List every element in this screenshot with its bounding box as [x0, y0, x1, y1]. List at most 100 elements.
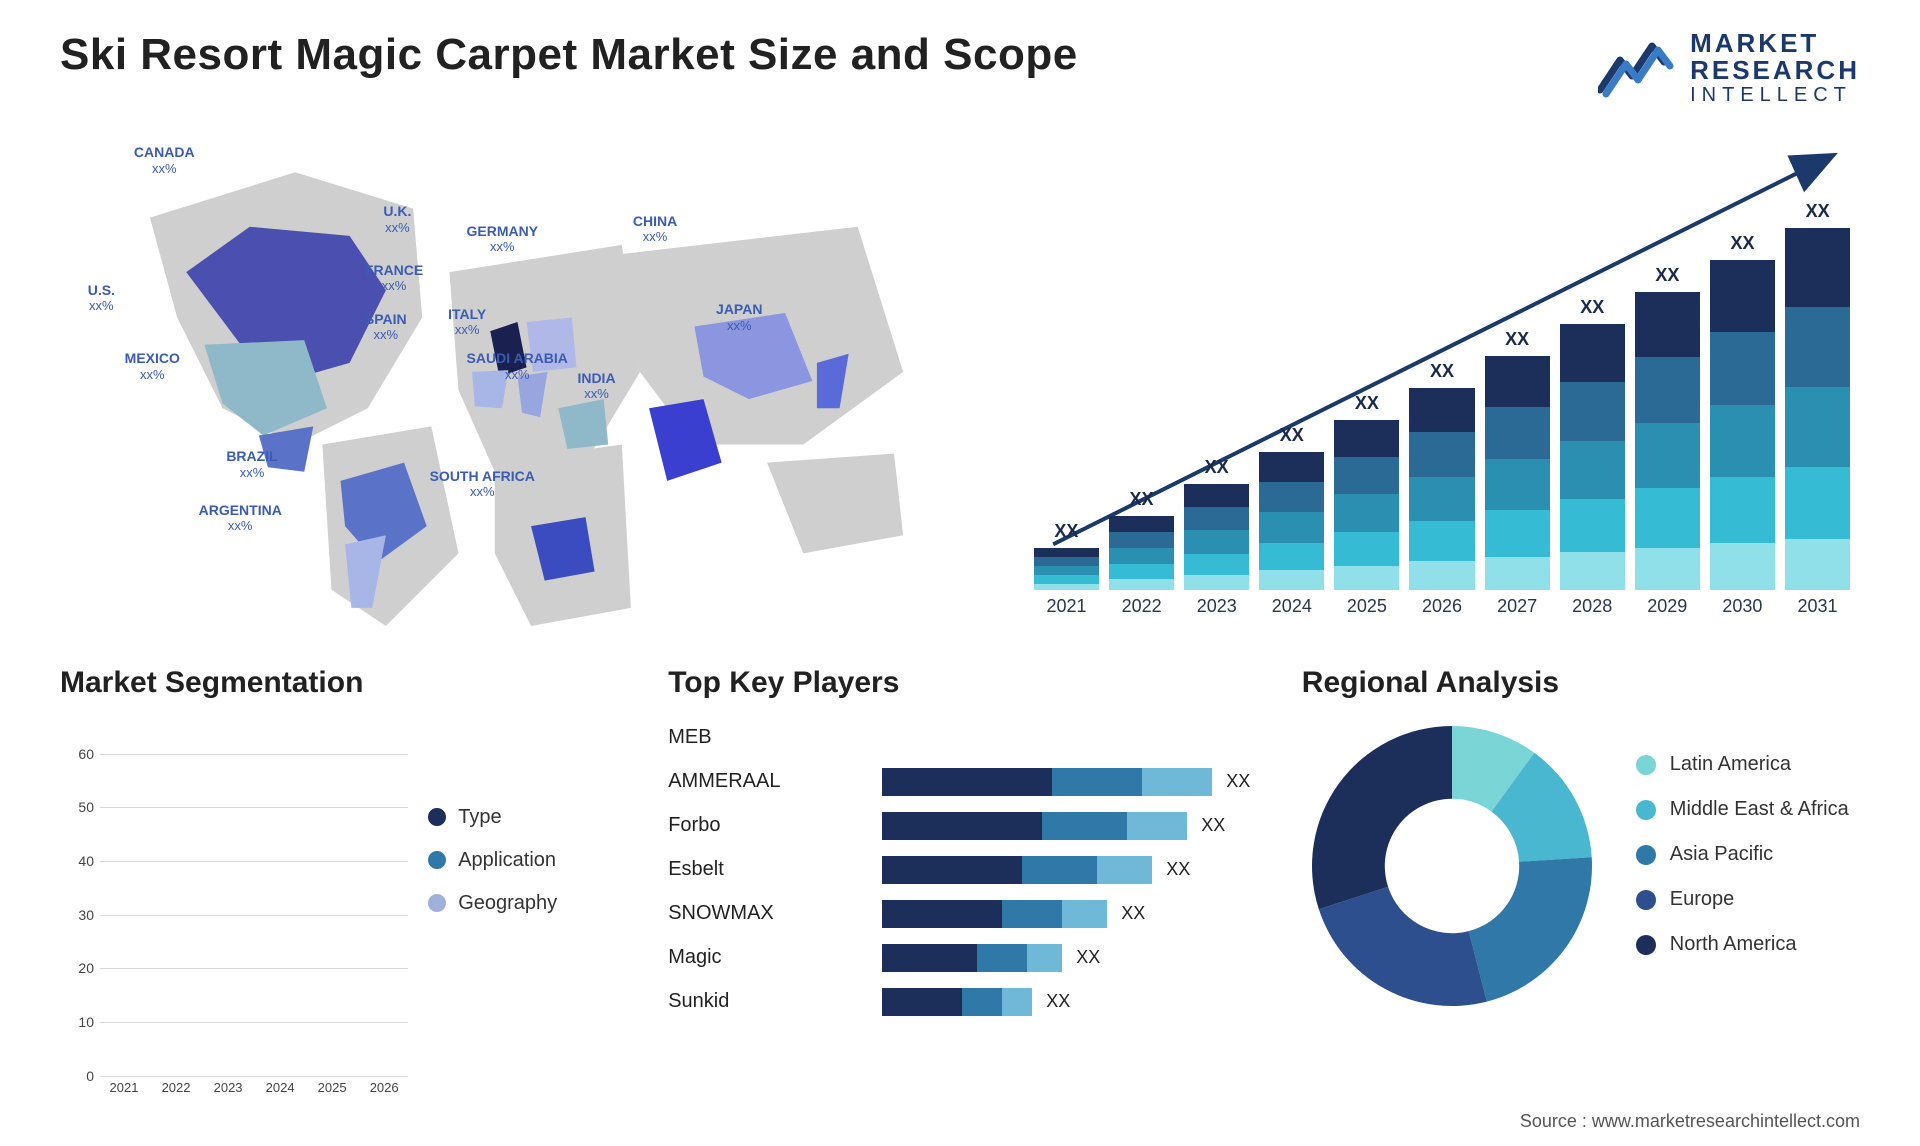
map-label: GERMANYxx%	[467, 224, 539, 255]
growth-bar	[1635, 292, 1700, 590]
seg-year: 2021	[104, 1080, 144, 1106]
growth-bar	[1184, 484, 1249, 590]
seg-legend-item: Type	[428, 806, 618, 829]
growth-bar-label: XX	[1054, 521, 1078, 542]
keyplayer-name: Magic	[668, 936, 858, 980]
growth-bar	[1034, 548, 1099, 590]
seg-ytick: 40	[60, 853, 94, 869]
keyplayer-value: XX	[1076, 947, 1100, 968]
keyplayer-value: XX	[1046, 991, 1070, 1012]
growth-year: 2028	[1560, 596, 1625, 626]
growth-bar-label: XX	[1655, 265, 1679, 286]
growth-bar	[1409, 388, 1474, 590]
growth-bar-label: XX	[1730, 233, 1754, 254]
keyplayer-name: Sunkid	[668, 980, 858, 1024]
growth-year: 2027	[1485, 596, 1550, 626]
keyplayer-name: Esbelt	[668, 848, 858, 892]
logo-line1: MARKET	[1690, 30, 1860, 57]
growth-year: 2022	[1109, 596, 1174, 626]
map-label: CANADAxx%	[134, 145, 195, 176]
growth-bar	[1710, 260, 1775, 590]
map-label: SOUTH AFRICAxx%	[430, 469, 535, 500]
seg-year: 2025	[312, 1080, 352, 1106]
logo-line2: RESEARCH	[1690, 57, 1860, 84]
growth-bar	[1334, 420, 1399, 590]
map-label: FRANCExx%	[365, 263, 423, 294]
map-label: ARGENTINAxx%	[199, 503, 282, 534]
keyplayer-bar: XX	[882, 892, 1252, 936]
keyplayer-value: XX	[1121, 903, 1145, 924]
seg-ytick: 20	[60, 960, 94, 976]
map-label: INDIAxx%	[577, 371, 615, 402]
donut-slice	[1468, 857, 1591, 1001]
seg-legend-item: Geography	[428, 892, 618, 915]
map-label: U.S.xx%	[88, 283, 115, 314]
source-text: Source : www.marketresearchintellect.com	[1520, 1111, 1860, 1132]
keyplayer-bar: XX	[882, 760, 1252, 804]
growth-bar	[1109, 516, 1174, 590]
growth-year: 2029	[1635, 596, 1700, 626]
map-label: BRAZILxx%	[226, 449, 277, 480]
keyplayers-list: MEBAMMERAALForboEsbeltSNOWMAXMagicSunkid	[668, 716, 858, 1024]
map-label: SAUDI ARABIAxx%	[467, 351, 568, 382]
keyplayer-bar: XX	[882, 980, 1252, 1024]
map-label: CHINAxx%	[633, 214, 677, 245]
keyplayer-name: MEB	[668, 716, 858, 760]
growth-bar-label: XX	[1130, 489, 1154, 510]
seg-ytick: 60	[60, 746, 94, 762]
seg-ytick: 30	[60, 907, 94, 923]
seg-year: 2023	[208, 1080, 248, 1106]
growth-year: 2026	[1409, 596, 1474, 626]
seg-year: 2024	[260, 1080, 300, 1106]
map-label: MEXICOxx%	[125, 351, 180, 382]
seg-year: 2026	[364, 1080, 404, 1106]
keyplayers-title: Top Key Players	[668, 666, 1252, 700]
regional-legend-item: Middle East & Africa	[1636, 798, 1860, 821]
logo-line3: INTELLECT	[1690, 85, 1860, 106]
keyplayer-value: XX	[1226, 771, 1250, 792]
seg-year: 2022	[156, 1080, 196, 1106]
map-label: ITALYxx%	[448, 307, 486, 338]
world-map-panel: CANADAxx% U.S.xx% MEXICOxx% BRAZILxx% ARGENT…	[60, 136, 984, 626]
regional-title: Regional Analysis	[1302, 666, 1860, 700]
growth-bar	[1560, 324, 1625, 590]
growth-bar	[1785, 228, 1850, 590]
regional-legend-item: Asia Pacific	[1636, 843, 1860, 866]
map-label: U.K.xx%	[383, 204, 411, 235]
growth-bar	[1485, 356, 1550, 590]
page-title: Ski Resort Magic Carpet Market Size and …	[60, 30, 1078, 80]
logo: MARKET RESEARCH INTELLECT	[1598, 30, 1860, 106]
growth-year: 2025	[1334, 596, 1399, 626]
donut-slice	[1312, 726, 1452, 909]
keyplayer-name: AMMERAAL	[668, 760, 858, 804]
regional-legend-item: Latin America	[1636, 753, 1860, 776]
growth-year: 2030	[1710, 596, 1775, 626]
segmentation-legend: Type Application Geography	[428, 746, 618, 1106]
growth-year: 2024	[1259, 596, 1324, 626]
donut-slice	[1319, 886, 1487, 1005]
seg-ytick: 10	[60, 1014, 94, 1030]
growth-bar-label: XX	[1280, 425, 1304, 446]
growth-bar-label: XX	[1580, 297, 1604, 318]
regional-legend: Latin America Middle East & Africa Asia Pa…	[1636, 753, 1860, 978]
seg-ytick: 50	[60, 799, 94, 815]
keyplayer-bar: XX	[882, 804, 1252, 848]
seg-ytick: 0	[60, 1068, 94, 1084]
seg-legend-item: Application	[428, 849, 618, 872]
growth-bar-label: XX	[1806, 201, 1830, 222]
keyplayer-value: XX	[1201, 815, 1225, 836]
keyplayer-name: SNOWMAX	[668, 892, 858, 936]
growth-bar-label: XX	[1505, 329, 1529, 350]
segmentation-title: Market Segmentation	[60, 666, 618, 700]
logo-icon	[1598, 38, 1676, 98]
growth-year: 2031	[1785, 596, 1850, 626]
keyplayers-bars: XX XX XX XX XX XX	[882, 716, 1252, 1024]
regional-donut	[1302, 716, 1602, 1016]
growth-year: 2021	[1034, 596, 1099, 626]
map-label: SPAINxx%	[365, 312, 407, 343]
keyplayer-value: XX	[1166, 859, 1190, 880]
keyplayer-name: Forbo	[668, 804, 858, 848]
segmentation-chart: 0 10 20 30 40 50 60 2021 2022 2023 2024 2025 2026	[60, 746, 408, 1106]
growth-chart: 2021202220232024202520262027202820292030…	[1024, 136, 1860, 626]
map-label: JAPANxx%	[716, 302, 762, 333]
